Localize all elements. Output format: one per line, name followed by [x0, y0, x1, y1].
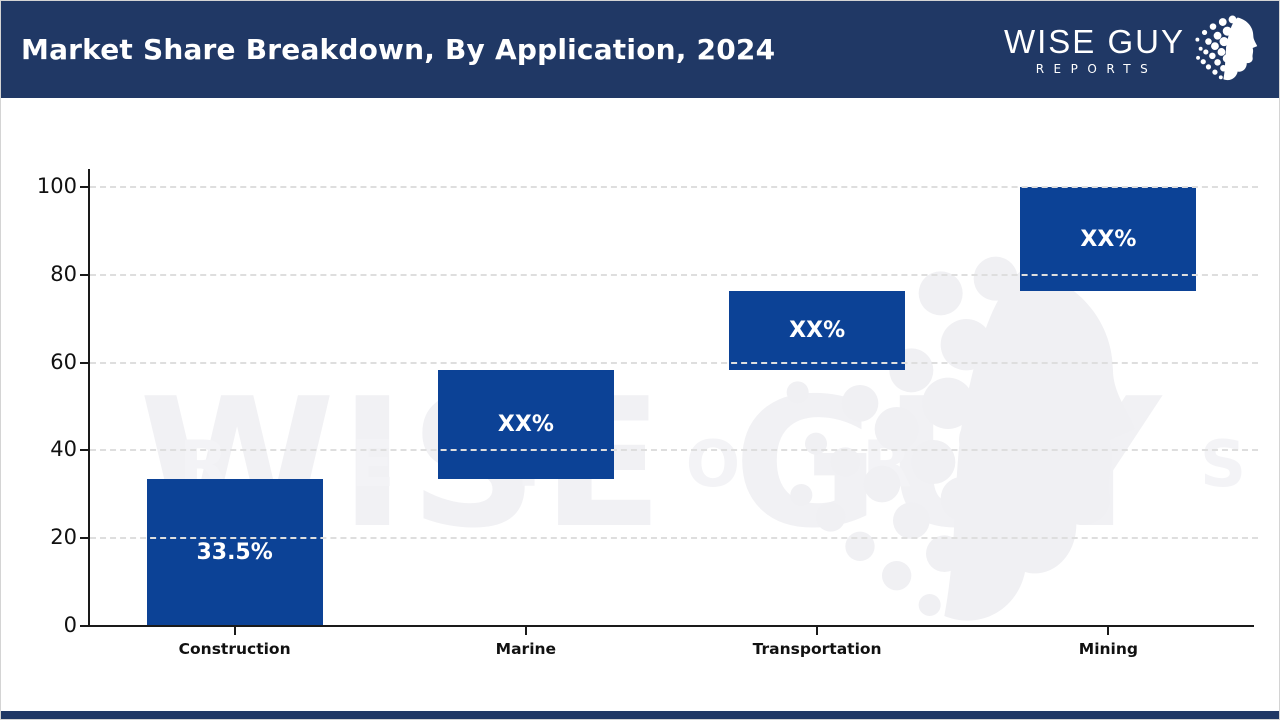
bar-value-label: XX% — [1080, 226, 1137, 252]
y-tick-mark — [80, 449, 89, 452]
gridline — [90, 186, 1258, 188]
bar-value-label: XX% — [789, 318, 846, 344]
x-category-label: Transportation — [752, 640, 882, 658]
y-tick-label: 0 — [63, 613, 77, 637]
logo-text: WISE GUY REPORTS — [1004, 25, 1185, 75]
y-tick-mark — [80, 186, 89, 188]
bar-value-label: XX% — [497, 411, 554, 437]
bar-value-label: 33.5% — [196, 539, 273, 565]
gridline — [90, 537, 1258, 540]
x-tick-mark — [524, 626, 527, 635]
page-title: Market Share Breakdown, By Application, … — [21, 33, 776, 66]
y-tick-mark — [80, 625, 89, 627]
gridline — [90, 361, 1258, 364]
y-axis-spine — [88, 169, 90, 627]
bar: XX% — [729, 291, 906, 371]
logo-face-icon — [1195, 15, 1258, 80]
bar: XX% — [437, 370, 614, 479]
y-tick-label: 60 — [50, 349, 77, 374]
y-tick-label: 100 — [36, 174, 77, 198]
chart-plot-area: WISE GUY R E P O R T S 0 20 40 60 80 100 33.5%… — [1, 98, 1279, 713]
header: Market Share Breakdown, By Application, … — [1, 1, 1279, 98]
x-category-label: Mining — [1078, 640, 1138, 658]
y-tick-label: 80 — [50, 261, 77, 286]
y-tick-mark — [80, 361, 89, 364]
x-tick-mark — [1107, 626, 1110, 635]
wiseguy-logo: WISE GUY REPORTS — [1004, 9, 1265, 91]
x-category-label: Construction — [178, 640, 291, 658]
bar: 33.5% — [146, 478, 323, 626]
gridline — [90, 273, 1258, 276]
watermark-face-icon — [786, 256, 1135, 621]
y-tick-label: 20 — [50, 525, 77, 550]
y-tick-mark — [80, 537, 89, 540]
logo-wordmark: WISE GUY — [1003, 22, 1185, 60]
x-tick-mark — [233, 626, 236, 635]
x-category-label: Marine — [495, 640, 557, 658]
y-tick-mark — [80, 273, 89, 276]
logo-subtext: REPORTS — [1035, 61, 1158, 76]
gridline — [90, 449, 1258, 452]
bar: XX% — [1020, 187, 1197, 292]
x-tick-mark — [816, 626, 819, 635]
x-axis-spine — [88, 625, 1254, 627]
y-tick-label: 40 — [50, 437, 77, 462]
footer-bar — [1, 711, 1279, 719]
